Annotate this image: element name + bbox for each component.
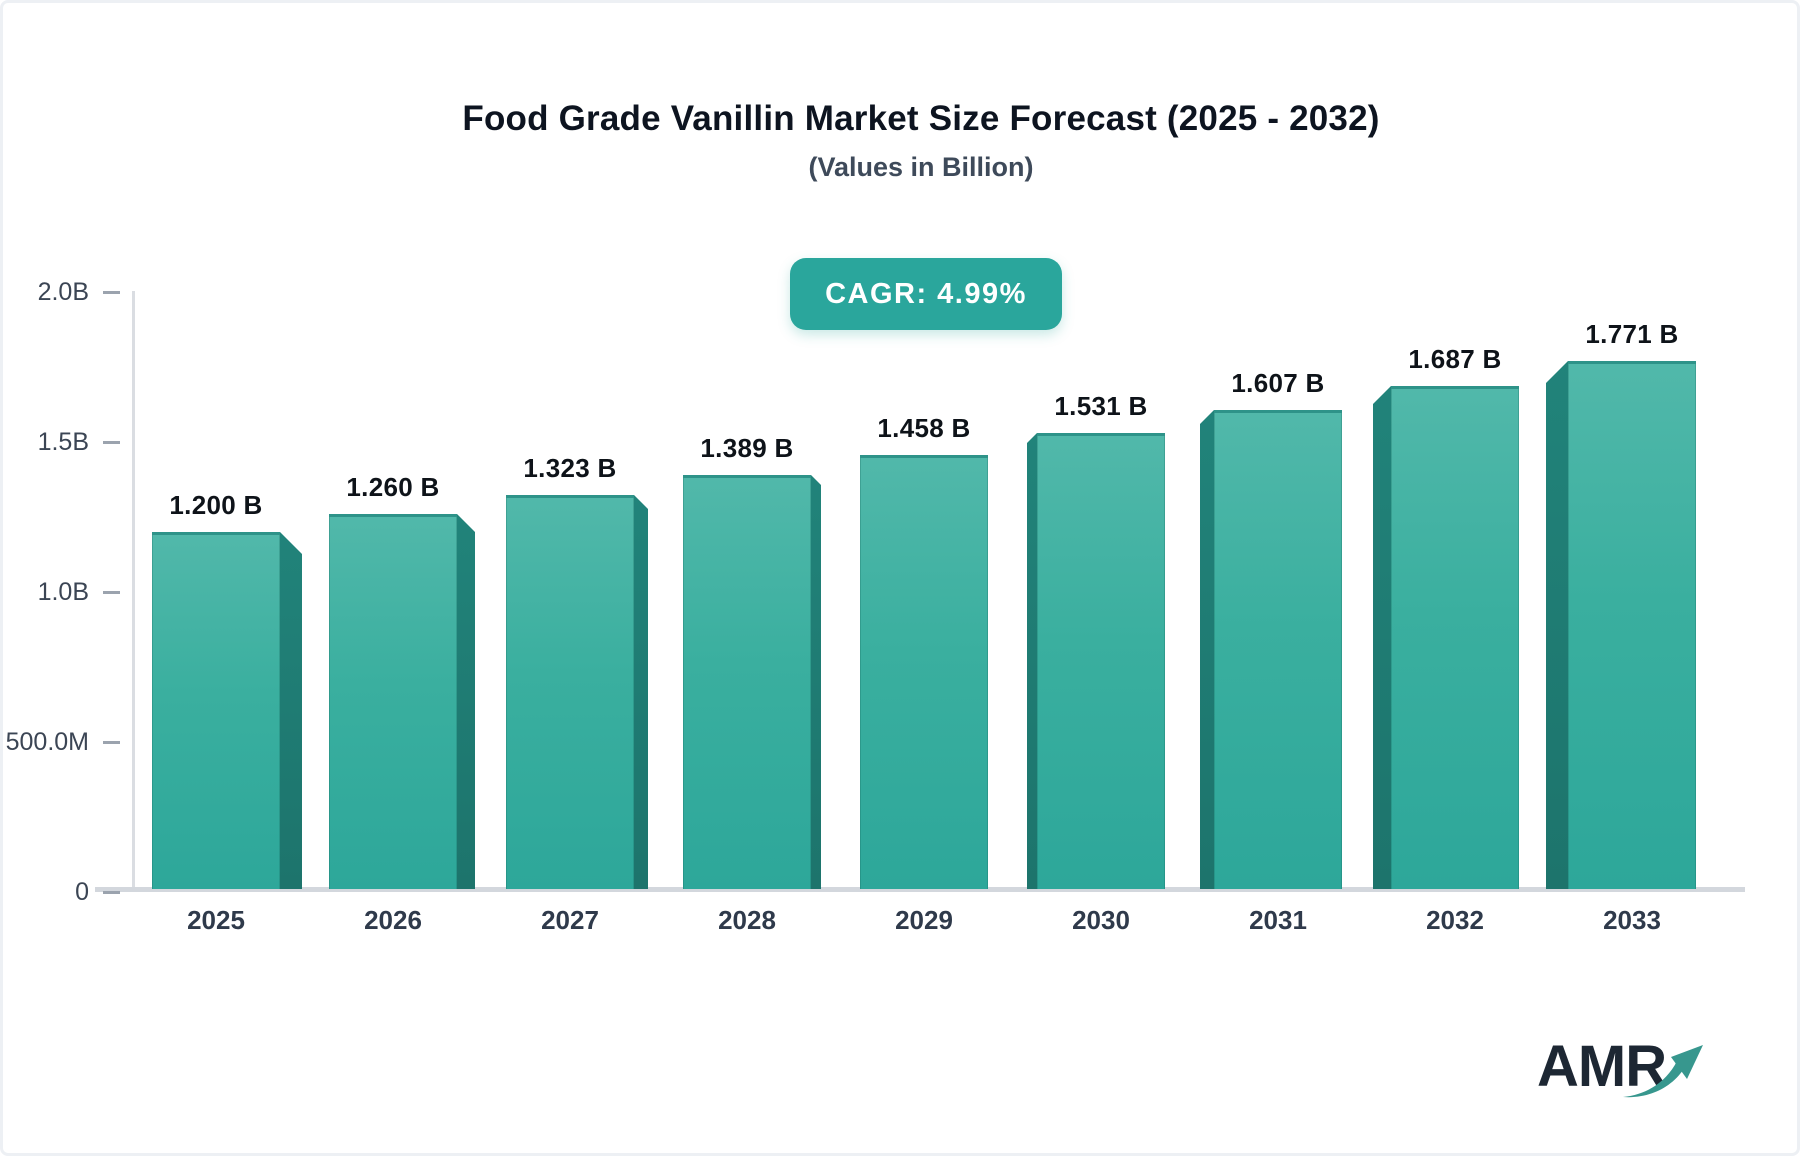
bar-value-label: 1.260 B	[346, 472, 440, 502]
cagr-badge: CAGR: 4.99%	[790, 258, 1062, 330]
x-axis-label-2026: 2026	[364, 905, 422, 935]
bar-front-face	[506, 495, 634, 889]
x-axis-label-2025: 2025	[187, 905, 245, 935]
x-axis-label-2033: 2033	[1603, 905, 1661, 935]
bar-value-label: 1.607 B	[1231, 368, 1325, 398]
bar-side-face	[1200, 410, 1214, 889]
bar-value-label: 1.200 B	[169, 490, 263, 520]
amr-logo: AMR	[1531, 1033, 1721, 1119]
bar-2026	[329, 514, 475, 889]
bar-front-face	[1568, 361, 1696, 889]
y-axis-tick-label: 2.0B	[37, 278, 89, 306]
bar-value-label: 1.389 B	[700, 433, 794, 463]
growth-arrow-icon	[1623, 1045, 1703, 1098]
bar-side-face	[1373, 386, 1391, 889]
y-axis-tick-label: 1.0B	[37, 578, 89, 606]
y-axis-tick-mark	[103, 741, 120, 744]
bar-2025	[152, 532, 302, 889]
y-axis-tick-label: 500.0M	[5, 728, 89, 756]
bar-value-label: 1.687 B	[1408, 344, 1502, 374]
bar-value-label: 1.323 B	[523, 453, 617, 483]
bar-front-face	[860, 455, 988, 889]
x-axis-label-2032: 2032	[1426, 905, 1484, 935]
y-axis-tick-mark	[103, 291, 120, 294]
x-axis-label-2031: 2031	[1249, 905, 1307, 935]
bar-side-face	[280, 532, 302, 889]
y-axis-tick-mark	[103, 441, 120, 444]
bar-2032	[1373, 386, 1519, 889]
bar-2029	[860, 455, 988, 889]
bar-side-face	[457, 514, 475, 889]
bar-side-face	[1027, 433, 1037, 889]
bar-front-face	[1214, 410, 1342, 889]
bar-value-label: 1.771 B	[1585, 319, 1679, 349]
bar-front-face	[683, 475, 811, 889]
amr-logo-text: AMR	[1537, 1034, 1667, 1099]
bar-front-face	[152, 532, 280, 889]
x-axis-baseline	[95, 887, 1745, 892]
bar-side-face	[634, 495, 648, 889]
bar-value-label: 1.531 B	[1054, 391, 1148, 421]
chart-title: Food Grade Vanillin Market Size Forecast…	[462, 99, 1380, 138]
x-axis-label-2028: 2028	[718, 905, 776, 935]
x-axis-label-2030: 2030	[1072, 905, 1130, 935]
bar-side-face	[1546, 361, 1568, 889]
bar-value-label: 1.458 B	[877, 413, 971, 443]
chart-subtitle: (Values in Billion)	[808, 152, 1034, 182]
y-axis-line	[132, 291, 135, 889]
bar-2028	[683, 475, 821, 889]
y-axis-tick-label: 1.5B	[37, 428, 89, 456]
bar-2031	[1200, 410, 1342, 889]
bar-2033	[1546, 361, 1696, 889]
y-axis-tick-label: 0	[75, 878, 89, 906]
y-axis-tick-mark	[103, 891, 120, 894]
bar-side-face	[811, 475, 821, 889]
bar-front-face	[329, 514, 457, 889]
x-axis-label-2029: 2029	[895, 905, 953, 935]
bar-2030	[1027, 433, 1165, 889]
bar-front-face	[1037, 433, 1165, 889]
y-axis-tick-mark	[103, 591, 120, 594]
bar-front-face	[1391, 386, 1519, 889]
bar-2027	[506, 495, 648, 889]
x-axis-label-2027: 2027	[541, 905, 599, 935]
